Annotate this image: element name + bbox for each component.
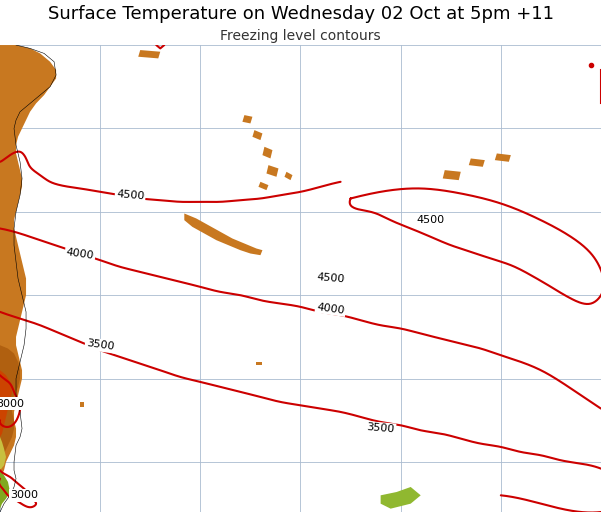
Text: 3500: 3500 [366, 422, 395, 435]
Polygon shape [495, 154, 511, 162]
Polygon shape [258, 182, 269, 190]
Polygon shape [263, 147, 272, 158]
Text: 3000: 3000 [0, 399, 24, 409]
Polygon shape [138, 50, 160, 58]
Polygon shape [0, 437, 6, 471]
Polygon shape [266, 165, 278, 177]
Text: 4000: 4000 [316, 302, 345, 315]
Text: Surface Temperature on Wednesday 02 Oct at 5pm +11: Surface Temperature on Wednesday 02 Oct … [47, 5, 554, 23]
Polygon shape [42, 12, 56, 18]
Polygon shape [443, 170, 461, 180]
Text: 4500: 4500 [416, 215, 445, 225]
Polygon shape [252, 130, 263, 140]
Polygon shape [284, 172, 293, 180]
Text: 4500: 4500 [116, 189, 145, 201]
Text: 3000: 3000 [10, 490, 38, 500]
Polygon shape [88, 20, 110, 28]
Text: Freezing level contours: Freezing level contours [220, 29, 381, 43]
Polygon shape [0, 370, 12, 437]
Polygon shape [54, 8, 76, 17]
Polygon shape [257, 362, 263, 365]
Polygon shape [185, 214, 263, 255]
Polygon shape [0, 471, 10, 508]
Polygon shape [80, 402, 84, 407]
Polygon shape [0, 345, 20, 462]
Polygon shape [469, 158, 485, 167]
Polygon shape [28, 0, 50, 4]
Polygon shape [380, 487, 421, 508]
Text: 4500: 4500 [316, 272, 345, 285]
Polygon shape [0, 45, 56, 512]
Polygon shape [242, 115, 252, 123]
Text: 4000: 4000 [66, 247, 95, 261]
Polygon shape [114, 37, 136, 45]
Text: 3500: 3500 [85, 338, 115, 352]
